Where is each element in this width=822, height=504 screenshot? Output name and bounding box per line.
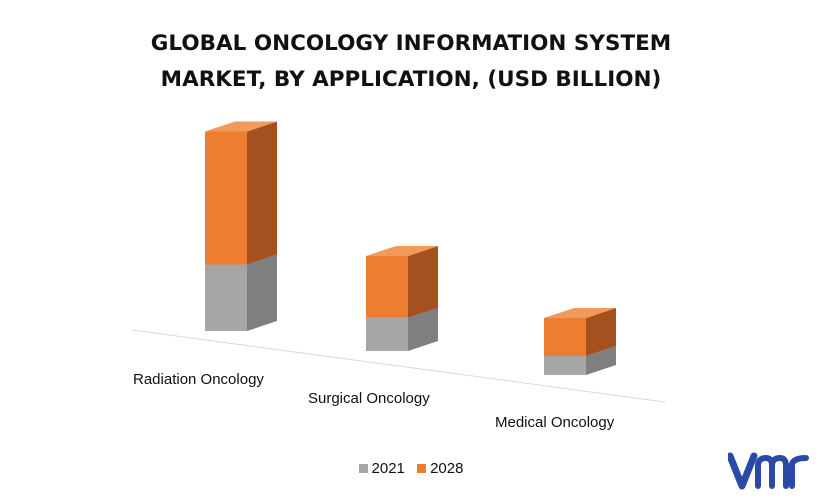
bar-side-face: [408, 307, 438, 351]
bar-2021: [205, 254, 277, 331]
bar-side-face: [247, 254, 277, 331]
vmr-logo-icon: [728, 452, 809, 490]
chart-title-line-1: GLOBAL ONCOLOGY INFORMATION SYSTEM: [150, 31, 672, 56]
bar-top-face: [544, 308, 616, 318]
legend: 2021 2028: [0, 460, 822, 477]
legend-label-2021: 2021: [371, 460, 405, 477]
bar-front-face: [544, 318, 586, 356]
bar-side-face: [586, 308, 616, 356]
chart-floor-line: [131, 329, 666, 403]
legend-label-2028: 2028: [430, 460, 464, 477]
bar-2028: [205, 121, 277, 265]
category-label: Surgical Oncology: [308, 390, 430, 407]
bars-group: [205, 121, 616, 375]
category-label: Medical Oncology: [495, 414, 615, 431]
bar-front-face: [366, 317, 408, 351]
legend-swatch-2028: [417, 464, 427, 473]
category-label: Radiation Oncology: [133, 371, 264, 388]
bar-side-face: [247, 121, 277, 265]
bar-top-face: [205, 121, 277, 132]
bar-side-face: [408, 246, 438, 318]
bar-front-face: [205, 131, 247, 265]
bar-2021: [544, 346, 616, 375]
bar-front-face: [544, 356, 586, 375]
bar-front-face: [205, 264, 247, 331]
bar-top-face: [366, 246, 438, 256]
legend-item-2021: 2021: [358, 460, 405, 477]
bar-2021: [366, 307, 438, 351]
legend-item-2028: 2028: [417, 460, 463, 477]
chart-title: GLOBAL ONCOLOGY INFORMATION SYSTEM MARKE…: [0, 26, 822, 98]
chart-title-line-2: MARKET, BY APPLICATION, (USD BILLION): [160, 67, 662, 92]
bar-2028: [544, 308, 616, 356]
bar-side-face: [586, 346, 616, 375]
legend-swatch-2021: [358, 464, 368, 473]
bar-front-face: [366, 256, 408, 318]
bar-2028: [366, 246, 438, 318]
category-labels: Radiation Oncology Surgical Oncology Med…: [133, 371, 615, 431]
